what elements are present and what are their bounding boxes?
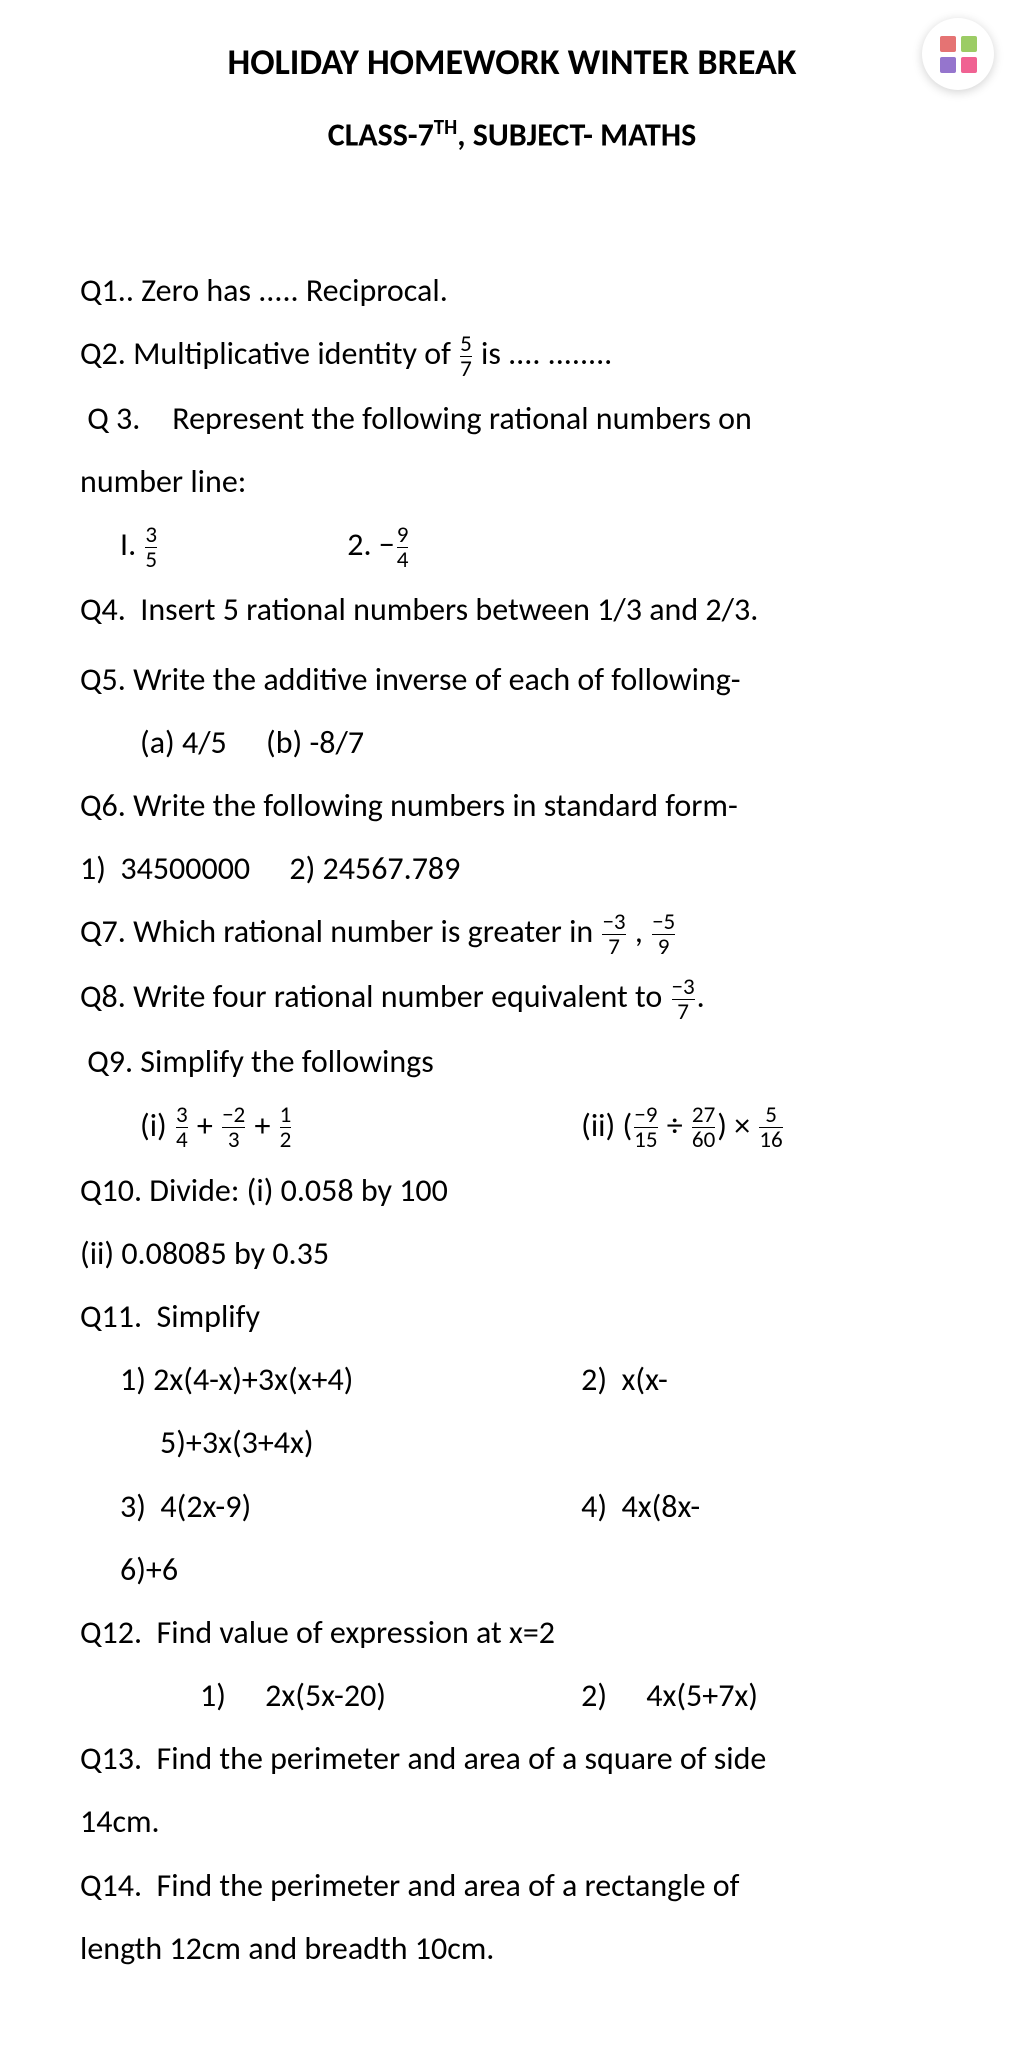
q8: Q8. Write four rational number equivalen…	[80, 971, 944, 1024]
q5-sub: (a) 4/5 (b) -8/7	[80, 717, 944, 768]
q6-sub: 1) 34500000 2) 24567.789	[80, 843, 944, 894]
q11-r1: 1) 2x(4-x)+3x(x+4) 2) x(x-	[80, 1354, 944, 1405]
q3-line2: number line:	[80, 456, 944, 507]
q2: Q2. Multiplicative identity of 57 is ...…	[80, 328, 944, 381]
q11-r2: 5)+3x(3+4x)	[80, 1417, 944, 1468]
app-grid-icon[interactable]	[922, 18, 994, 90]
q14b: length 12cm and breadth 10cm.	[80, 1923, 944, 1974]
q11: Q11. Simplify	[80, 1291, 944, 1342]
q7: Q7. Which rational number is greater in …	[80, 906, 944, 959]
q9-sub: (i) 34 + −23 + 12 (ii) (−915 ÷ 2760) × 5…	[80, 1100, 944, 1153]
q5: Q5. Write the additive inverse of each o…	[80, 654, 944, 705]
fraction: 57	[460, 332, 472, 381]
q13b: 14cm.	[80, 1796, 944, 1847]
q14a: Q14. Find the perimeter and area of a re…	[80, 1860, 944, 1911]
q6: Q6. Write the following numbers in stand…	[80, 780, 944, 831]
page-subtitle: CLASS-7TH, SUBJECT- MATHS	[80, 114, 944, 155]
q13a: Q13. Find the perimeter and area of a sq…	[80, 1733, 944, 1784]
q10a: Q10. Divide: (i) 0.058 by 100	[80, 1165, 944, 1216]
q9: Q9. Simplify the followings	[80, 1036, 944, 1087]
q3-opts: I. 35 2. −94	[80, 519, 944, 572]
q1: Q1.. Zero has ..... Reciprocal.	[80, 265, 944, 316]
q11-r4: 6)+6	[80, 1544, 944, 1595]
page-title: HOLIDAY HOMEWORK WINTER BREAK	[80, 40, 944, 84]
q12-sub: 1) 2x(5x-20) 2) 4x(5+7x)	[80, 1670, 944, 1721]
q11-r3: 3) 4(2x-9) 4) 4x(8x-	[80, 1481, 944, 1532]
q4: Q4. Insert 5 rational numbers between 1/…	[80, 584, 944, 635]
worksheet: HOLIDAY HOMEWORK WINTER BREAK CLASS-7TH,…	[0, 0, 1024, 2046]
q10b: (ii) 0.08085 by 0.35	[80, 1228, 944, 1279]
grid-icon	[940, 36, 977, 73]
q3-line1: Q 3. Represent the following rational nu…	[80, 393, 944, 444]
q12: Q12. Find value of expression at x=2	[80, 1607, 944, 1658]
